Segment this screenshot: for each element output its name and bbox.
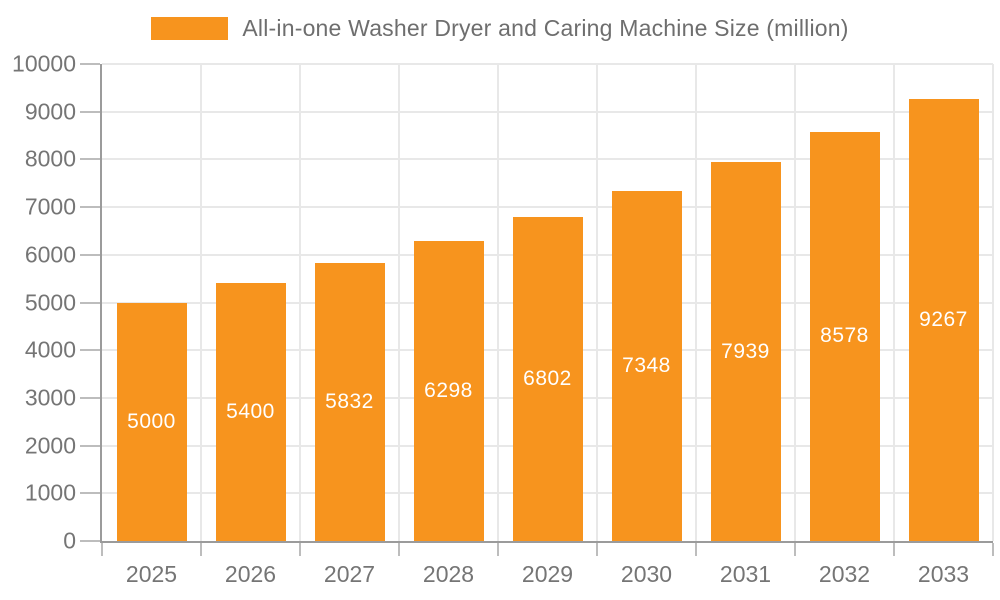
y-axis-tick — [80, 396, 100, 399]
y-axis-label: 0 — [63, 527, 76, 554]
x-axis-label-2025: 2025 — [125, 561, 178, 587]
y-axis-label: 2000 — [24, 432, 76, 459]
bar-2026[interactable]: 5400 — [215, 283, 286, 541]
bar-value-label: 8578 — [820, 324, 869, 348]
x-gridline — [893, 64, 895, 541]
x-axis-label-2029: 2029 — [521, 561, 574, 587]
bar-2033[interactable]: 9267 — [908, 98, 979, 541]
x-axis-tick — [794, 543, 796, 556]
x-axis-label-2033: 2033 — [917, 561, 970, 587]
y-axis-label: 9000 — [24, 98, 76, 125]
y-gridline — [102, 63, 993, 65]
y-axis-tick — [80, 206, 100, 209]
y-axis-tick — [80, 110, 100, 113]
x-axis-tick — [596, 543, 598, 556]
bar-value-label: 6802 — [523, 366, 572, 390]
x-gridline — [299, 64, 301, 541]
x-axis-line — [100, 541, 993, 543]
x-axis-label-2031: 2031 — [719, 561, 772, 587]
y-axis-tick — [80, 63, 100, 65]
x-gridline — [398, 64, 400, 541]
y-axis-label: 7000 — [24, 193, 76, 220]
x-axis-label-2028: 2028 — [422, 561, 475, 587]
y-axis-tick — [80, 349, 100, 352]
x-axis-label-2032: 2032 — [818, 561, 871, 587]
bar-2028[interactable]: 6298 — [413, 240, 484, 541]
x-axis-label-2027: 2027 — [323, 561, 376, 587]
bar-2032[interactable]: 8578 — [809, 131, 880, 541]
x-axis-tick — [398, 543, 400, 556]
y-axis-label: 10000 — [12, 50, 76, 77]
bar-value-label: 5400 — [226, 400, 275, 424]
y-gridline — [102, 206, 993, 209]
x-gridline — [992, 64, 994, 541]
y-axis-tick — [80, 444, 100, 447]
bar-2025[interactable]: 5000 — [116, 302, 187, 541]
x-axis-label-2026: 2026 — [224, 561, 277, 587]
legend-swatch[interactable] — [151, 17, 229, 40]
y-axis-tick — [80, 158, 100, 161]
bar-value-label: 7348 — [622, 353, 671, 377]
y-axis-label: 5000 — [24, 289, 76, 315]
x-gridline — [794, 64, 796, 541]
bar-2029[interactable]: 6802 — [512, 216, 583, 541]
y-axis-tick — [80, 301, 100, 304]
bar-2027[interactable]: 5832 — [314, 262, 385, 541]
y-axis-tick — [80, 540, 100, 542]
x-axis-label-2030: 2030 — [620, 561, 673, 587]
y-axis-tick — [80, 253, 100, 256]
y-axis-label: 8000 — [24, 145, 76, 172]
plot-area: 0 1000 2000 3000 4000 5000 6000 7000 8000 9000 100… — [12, 51, 994, 587]
bar-value-label: 5832 — [325, 389, 374, 413]
bar-2031[interactable]: 7939 — [710, 162, 781, 541]
legend-label: All-in-one Washer Dryer and Caring Machi… — [242, 15, 849, 41]
x-axis-tick — [299, 543, 301, 556]
y-axis-tick — [80, 492, 100, 495]
x-gridline — [596, 64, 598, 541]
x-gridline — [695, 64, 697, 541]
y-axis-label: 4000 — [24, 336, 76, 363]
bar-value-label: 6298 — [424, 378, 473, 402]
y-axis-label: 6000 — [24, 241, 76, 268]
x-gridline — [200, 64, 202, 541]
bar-value-label: 7939 — [721, 339, 770, 363]
x-axis-tick — [497, 543, 499, 556]
x-axis-tick — [200, 543, 202, 556]
y-gridline — [102, 158, 993, 161]
x-axis-tick — [101, 543, 103, 556]
y-axis-label: 3000 — [24, 384, 76, 411]
y-gridline — [102, 110, 993, 113]
x-gridline — [497, 64, 499, 541]
bar-2030[interactable]: 7348 — [611, 190, 682, 541]
bar-value-label: 9267 — [919, 307, 968, 331]
x-axis-tick — [893, 543, 895, 556]
legend[interactable]: All-in-one Washer Dryer and Caring Machi… — [0, 15, 1000, 42]
x-axis-tick — [992, 543, 994, 556]
x-axis-tick — [695, 543, 697, 556]
y-axis-label: 1000 — [24, 479, 76, 506]
bar-value-label: 5000 — [127, 409, 176, 433]
y-axis-line — [100, 64, 102, 543]
